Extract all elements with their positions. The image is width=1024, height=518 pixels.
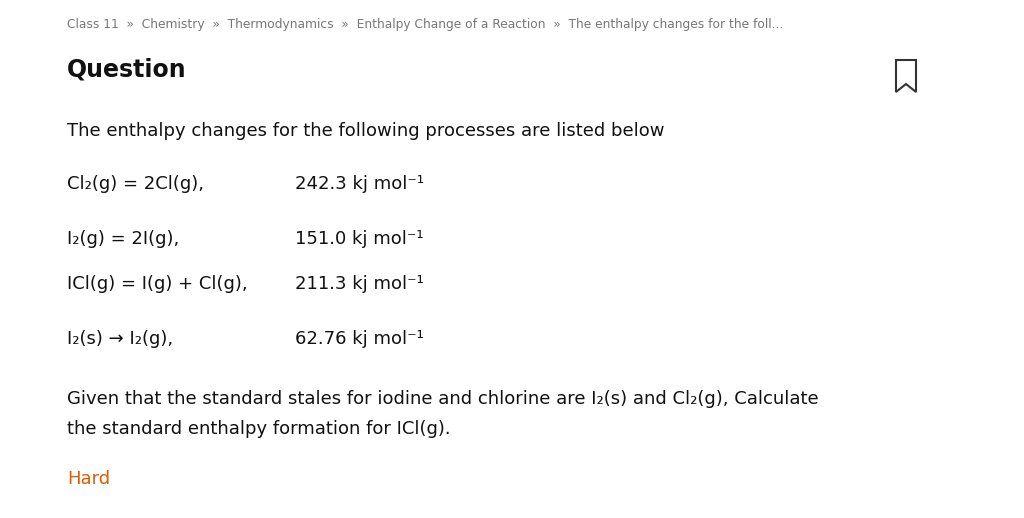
Text: 151.0 kj mol⁻¹: 151.0 kj mol⁻¹	[295, 230, 424, 248]
Text: I₂(s) → I₂(g),: I₂(s) → I₂(g),	[67, 330, 173, 348]
Text: ICl(g) = I(g) + Cl(g),: ICl(g) = I(g) + Cl(g),	[67, 275, 248, 293]
Text: 62.76 kj mol⁻¹: 62.76 kj mol⁻¹	[295, 330, 424, 348]
Text: The enthalpy changes for the following processes are listed below: The enthalpy changes for the following p…	[67, 122, 665, 140]
Text: Hard: Hard	[67, 470, 111, 488]
Text: the standard enthalpy formation for ICl(g).: the standard enthalpy formation for ICl(…	[67, 420, 451, 438]
Text: Cl₂(g) = 2Cl(g),: Cl₂(g) = 2Cl(g),	[67, 175, 204, 193]
Text: Class 11  »  Chemistry  »  Thermodynamics  »  Enthalpy Change of a Reaction  »  : Class 11 » Chemistry » Thermodynamics » …	[67, 18, 783, 31]
Text: I₂(g) = 2I(g),: I₂(g) = 2I(g),	[67, 230, 179, 248]
Text: Question: Question	[67, 58, 186, 82]
Text: 242.3 kj mol⁻¹: 242.3 kj mol⁻¹	[295, 175, 424, 193]
Text: Given that the standard stales for iodine and chlorine are I₂(s) and Cl₂(g), Cal: Given that the standard stales for iodin…	[67, 390, 818, 408]
Text: 211.3 kj mol⁻¹: 211.3 kj mol⁻¹	[295, 275, 424, 293]
